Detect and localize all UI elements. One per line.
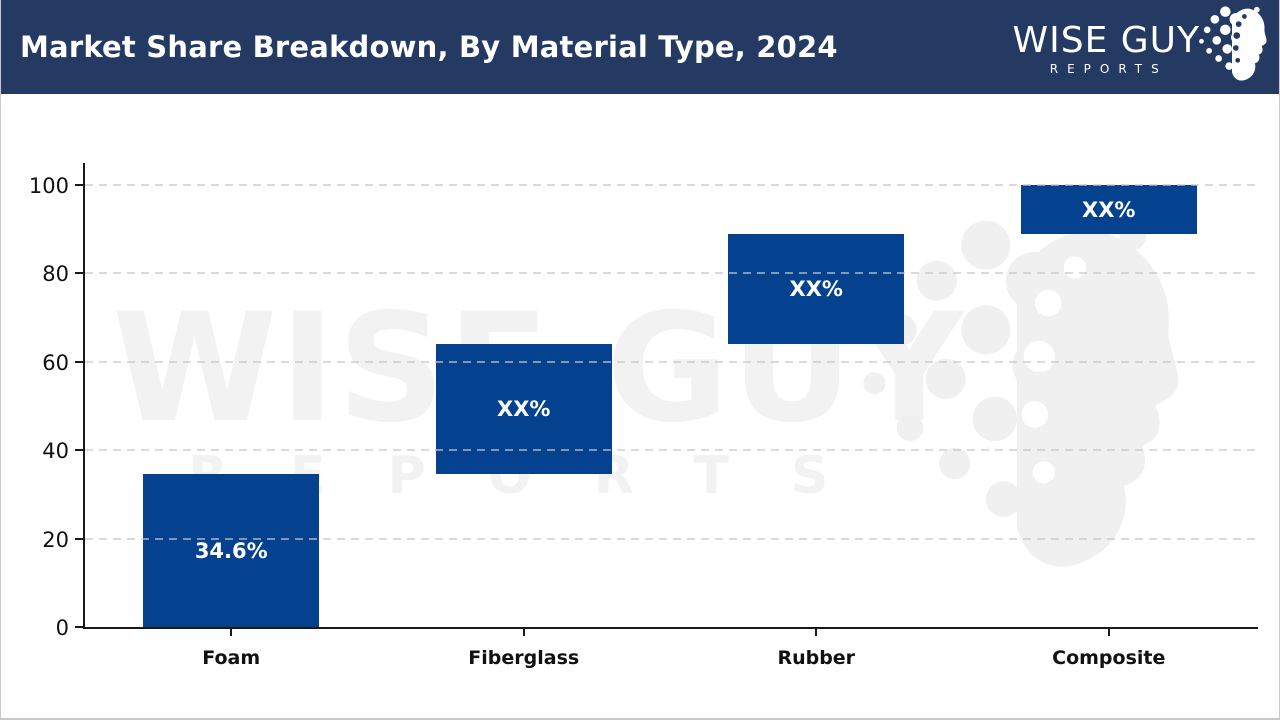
- bar-fiberglass: XX%: [435, 343, 612, 475]
- gridline: [85, 272, 1255, 275]
- gridline: [85, 537, 1255, 540]
- y-tick-label: 40: [42, 439, 69, 464]
- watermark-face-dots: [852, 214, 1182, 610]
- bar-composite: XX%: [1020, 185, 1197, 235]
- y-tick-label: 0: [55, 616, 69, 640]
- header: Market Share Breakdown, By Material Type…: [0, 0, 1280, 94]
- y-tick-mark: [75, 360, 83, 363]
- y-axis: [83, 163, 85, 629]
- y-tick-label: 20: [42, 527, 69, 552]
- face-dots-icon: [1196, 5, 1268, 93]
- y-tick-mark: [75, 449, 83, 452]
- y-tick-mark: [75, 184, 83, 187]
- x-tick-mark: [230, 629, 233, 636]
- brand-logo-text: WISE GUY REPORTS: [1012, 20, 1201, 76]
- gridline: [85, 449, 1255, 452]
- y-tick-mark: [75, 272, 83, 275]
- brand-subname: REPORTS: [1049, 62, 1168, 76]
- x-category-label: Composite: [1052, 647, 1166, 669]
- x-category-label: Rubber: [777, 647, 856, 669]
- brand-logo: WISE GUY REPORTS: [1013, 5, 1269, 93]
- plot-area: 0 20 40 60 80 100 34.6% Foam XX% Fiberglass XX% Rub…: [29, 163, 1258, 669]
- x-axis: [83, 627, 1258, 629]
- bar-value-label: XX%: [1082, 197, 1136, 222]
- gridline: [85, 360, 1255, 363]
- brand-name: WISE GUY: [1012, 20, 1200, 61]
- x-tick-mark: [1107, 629, 1110, 636]
- x-tick-mark: [522, 629, 525, 636]
- bar-foam: 34.6%: [143, 474, 320, 627]
- y-tick-label: 80: [42, 262, 69, 287]
- y-tick-mark: [75, 537, 83, 540]
- bar-value-label: 34.6%: [194, 538, 268, 563]
- bar-value-label: XX%: [789, 276, 843, 301]
- chart-title: Market Share Breakdown, By Material Type…: [20, 30, 838, 64]
- bar-value-label: XX%: [497, 396, 551, 421]
- y-tick-label: 60: [42, 350, 69, 375]
- gridline: [85, 184, 1255, 187]
- y-tick-label: 100: [28, 174, 69, 199]
- x-category-label: Fiberglass: [468, 647, 580, 669]
- y-tick-mark: [75, 626, 83, 628]
- x-tick-mark: [815, 629, 818, 636]
- bar-rubber: XX%: [728, 234, 905, 344]
- x-category-label: Foam: [202, 647, 261, 669]
